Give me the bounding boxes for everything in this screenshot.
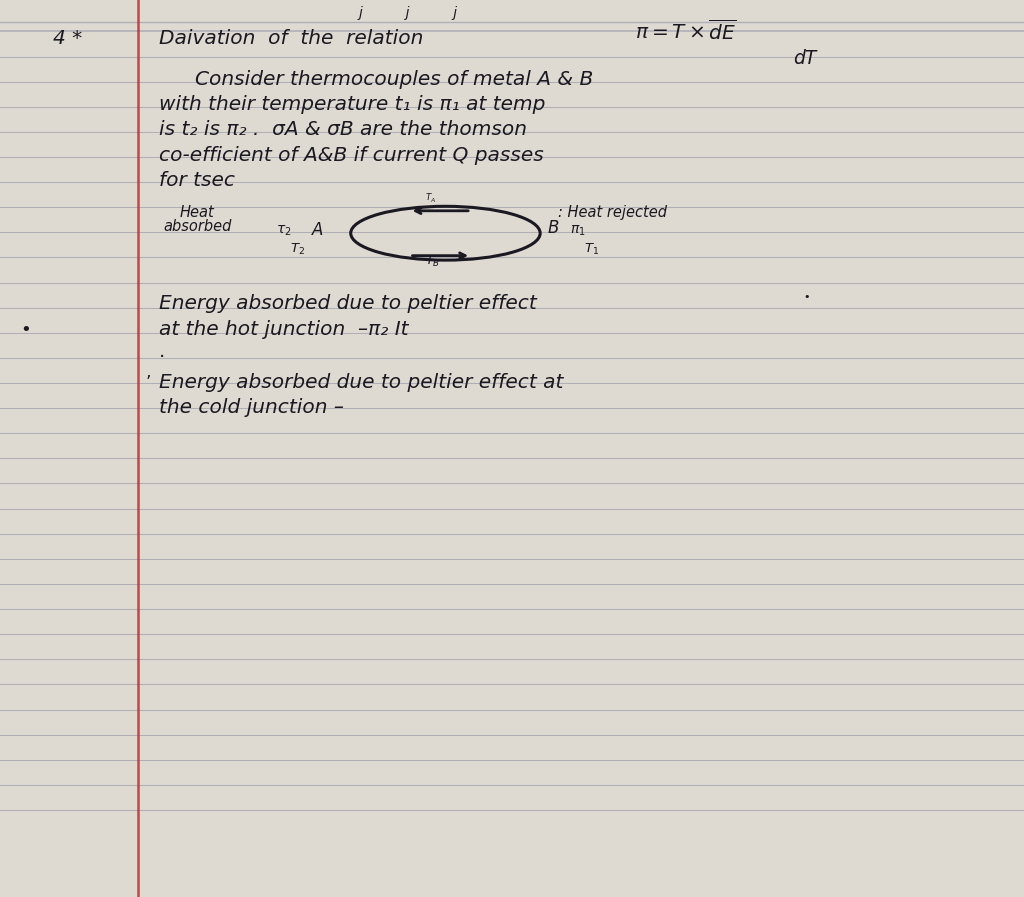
Text: Energy absorbed due to peltier effect: Energy absorbed due to peltier effect	[159, 294, 537, 313]
Text: •: •	[804, 292, 810, 302]
Text: •: •	[20, 320, 31, 338]
Text: $\pi_1$: $\pi_1$	[566, 223, 587, 238]
Text: the cold junction –: the cold junction –	[159, 397, 344, 416]
Text: $T_2$: $T_2$	[290, 242, 305, 257]
Text: .: .	[159, 342, 165, 361]
Text: $T_1$: $T_1$	[584, 242, 599, 257]
Text: Heat: Heat	[179, 205, 214, 220]
Text: at the hot junction  –π₂ It: at the hot junction –π₂ It	[159, 319, 409, 338]
Text: A: A	[312, 221, 324, 239]
Text: Daivation  of  the  relation: Daivation of the relation	[159, 29, 423, 48]
Text: with their temperature t₁ is π₁ at temp: with their temperature t₁ is π₁ at temp	[159, 95, 545, 114]
Text: is t₂ is π₂ .  σA & σB are the thomson: is t₂ is π₂ . σA & σB are the thomson	[159, 120, 526, 139]
Text: dT: dT	[794, 48, 817, 67]
Text: for tsec: for tsec	[159, 170, 234, 189]
Text: 4 *: 4 *	[53, 29, 83, 48]
Text: $^{T_A}$: $^{T_A}$	[425, 194, 436, 206]
Text: B: B	[548, 219, 559, 237]
Text: ’: ’	[145, 373, 151, 391]
Text: $\tau_2$: $\tau_2$	[276, 223, 292, 238]
Text: $T_B$: $T_B$	[425, 254, 440, 269]
Text: $\pi = T \times \overline{dE}$: $\pi = T \times \overline{dE}$	[635, 19, 736, 43]
Text: absorbed: absorbed	[164, 219, 232, 233]
Text: Energy absorbed due to peltier effect at: Energy absorbed due to peltier effect at	[159, 372, 563, 391]
Text: : Heat rejected: : Heat rejected	[558, 205, 667, 220]
Text: co-efficient of A&B if current Q passes: co-efficient of A&B if current Q passes	[159, 145, 544, 164]
Text: j          j          j: j j j	[358, 6, 458, 20]
Text: Consider thermocouples of metal A & B: Consider thermocouples of metal A & B	[195, 70, 593, 89]
